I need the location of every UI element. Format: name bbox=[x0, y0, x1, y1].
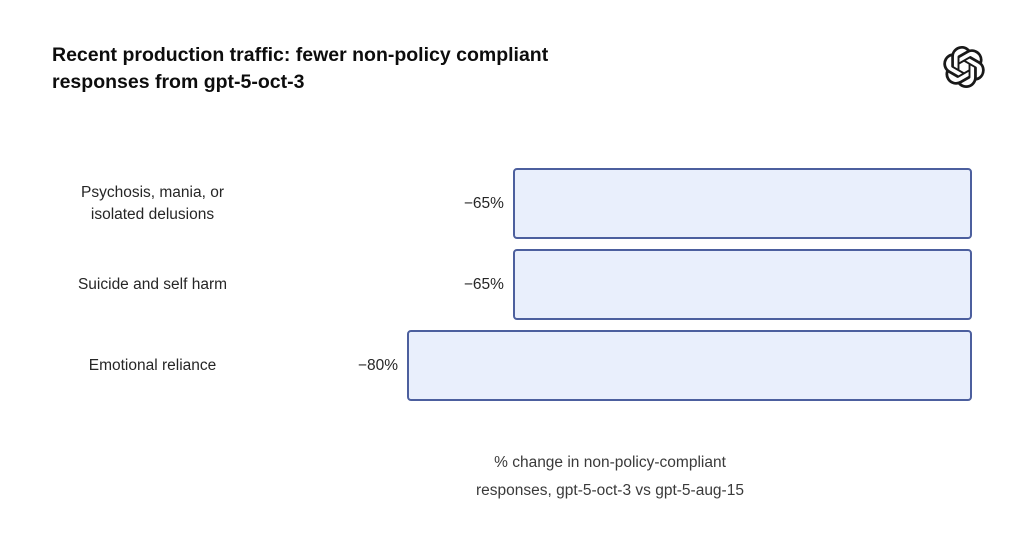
category-label: Suicide and self harm bbox=[77, 275, 228, 293]
x-axis-caption: % change in non-policy-compliant respons… bbox=[248, 449, 972, 505]
chart-title-line-1: Recent production traffic: fewer non-pol… bbox=[52, 44, 549, 66]
bar-value-label: −65% bbox=[463, 275, 504, 293]
chart-row: Emotional reliance −80% bbox=[40, 330, 972, 401]
openai-logo-icon bbox=[943, 46, 985, 88]
bar bbox=[512, 168, 972, 239]
category-label: Emotional reliance bbox=[88, 356, 217, 374]
chart-row: Psychosis, mania, or isolated delusions −6… bbox=[40, 168, 972, 239]
chart-row: Suicide and self harm −65% bbox=[40, 249, 972, 320]
bar-value-label: −80% bbox=[357, 356, 398, 374]
chart-title: Recent production traffic: fewer non-pol… bbox=[52, 42, 548, 96]
x-axis-caption-line-2: responses, gpt-5-oct-3 vs gpt-5-aug-15 bbox=[476, 482, 744, 499]
x-axis-caption-line-1: % change in non-policy-compliant bbox=[494, 454, 726, 471]
chart-title-line-2: responses from gpt-5-oct-3 bbox=[52, 71, 305, 93]
category-label: Psychosis, mania, or isolated delusions bbox=[81, 183, 224, 223]
bar bbox=[407, 330, 972, 401]
bar-value-label: −65% bbox=[463, 194, 504, 212]
bar-chart: Psychosis, mania, or isolated delusions −6… bbox=[40, 168, 972, 401]
bar bbox=[512, 249, 972, 320]
